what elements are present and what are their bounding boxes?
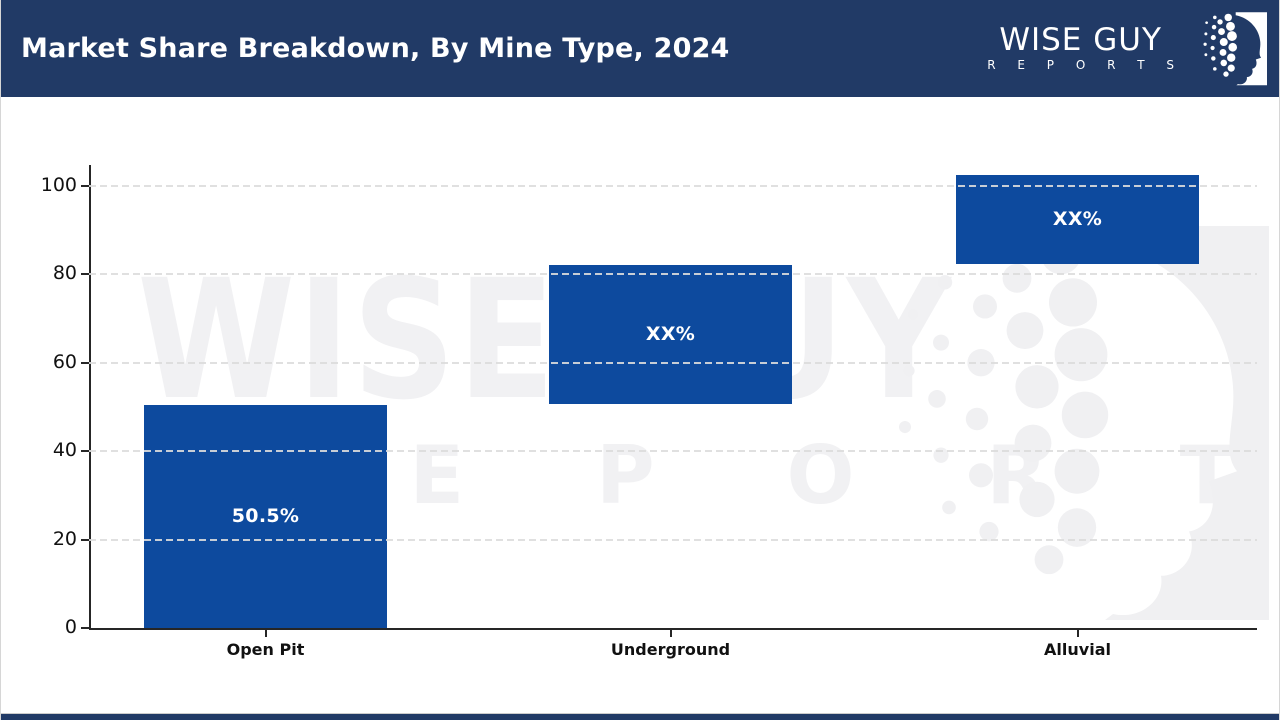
bar-underground: XX%	[549, 264, 792, 404]
x-tick-underground	[669, 630, 672, 637]
y-tick-label-100: 100	[40, 174, 77, 196]
brand-logo-reports: R E P O R T S	[987, 58, 1183, 73]
watermark-face-icon	[899, 226, 1269, 620]
bar-value-label: XX%	[1052, 208, 1103, 231]
gridline-60	[89, 361, 1257, 364]
y-tick-20	[81, 538, 89, 541]
gridline-40	[89, 450, 1257, 453]
y-axis-spine	[89, 165, 91, 630]
y-tick-80	[81, 273, 89, 276]
bar-alluvial: XX%	[956, 174, 1199, 264]
bar-value-label: XX%	[645, 323, 696, 346]
gridline-20	[89, 538, 1257, 541]
y-tick-60	[81, 361, 89, 364]
x-tick-label-underground: Underground	[610, 640, 731, 659]
footer-bar	[1, 713, 1279, 720]
x-tick-label-alluvial: Alluvial	[1044, 640, 1111, 659]
x-tick-open-pit	[264, 630, 267, 637]
y-tick-0	[81, 627, 89, 629]
brand-logo-wiseguy: WISE GUY	[999, 21, 1162, 58]
y-tick-label-20: 20	[52, 527, 77, 550]
x-tick-label-open-pit: Open Pit	[226, 640, 305, 659]
y-tick-label-80: 80	[52, 262, 77, 285]
y-tick-40	[81, 450, 89, 453]
brand-logo-text: WISE GUY R E P O R T S	[978, 24, 1183, 73]
watermark-reports-text: R E P O R T S	[216, 429, 1279, 522]
header-bar: Market Share Breakdown, By Mine Type, 20…	[1, 0, 1279, 97]
y-tick-label-0: 0	[64, 616, 77, 638]
y-tick-100	[81, 185, 89, 187]
bar-value-label: 50.5%	[231, 505, 300, 528]
x-axis-spine	[89, 628, 1257, 630]
gridline-80	[89, 273, 1257, 276]
chart-title: Market Share Breakdown, By Mine Type, 20…	[21, 33, 730, 64]
y-tick-label-40: 40	[52, 439, 77, 462]
y-tick-label-60: 60	[52, 350, 77, 373]
brand-logo: WISE GUY R E P O R T S	[978, 6, 1267, 90]
brand-face-icon	[1203, 12, 1267, 86]
x-tick-alluvial	[1076, 630, 1079, 637]
gridline-100	[89, 185, 1257, 187]
watermark-wiseguy-text: WISE GUY	[137, 244, 953, 436]
bar-open-pit: 50.5%	[144, 404, 387, 628]
